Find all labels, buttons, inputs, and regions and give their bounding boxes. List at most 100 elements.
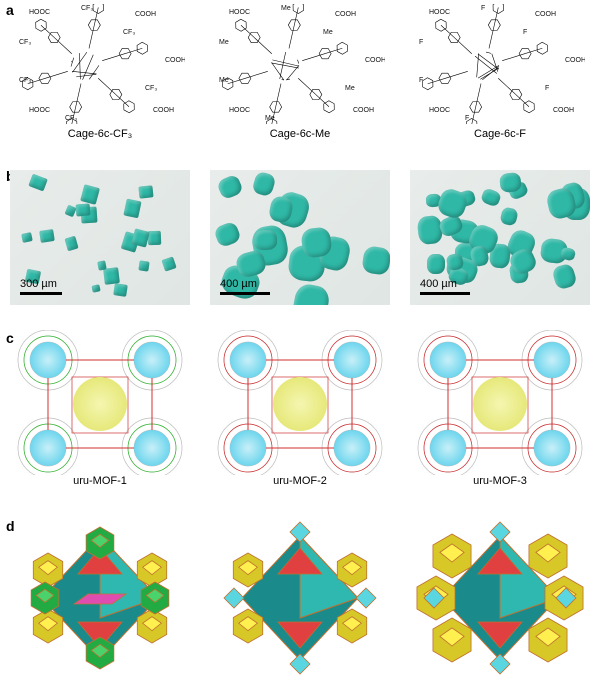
- row-a: HOOC COOH COOH COOH HOOC CF₃ CF₃ CF₃ CF₃ CF₃ CF₃ C…: [0, 4, 600, 159]
- scalebar-text-2: 400 µm: [420, 278, 457, 290]
- svg-text:F: F: [545, 85, 549, 92]
- scalebar-2: [420, 292, 470, 295]
- poly-structure-1: [210, 520, 390, 675]
- svg-text:HOOC: HOOC: [429, 9, 450, 16]
- micro-image-2: 400 µm: [410, 170, 590, 305]
- svg-text:CF₃: CF₃: [123, 29, 135, 36]
- crystal: [426, 254, 445, 274]
- crystal: [291, 282, 331, 305]
- svg-text:Me: Me: [281, 5, 291, 12]
- svg-text:COOH: COOH: [353, 107, 374, 114]
- mof-structure-0: [10, 330, 190, 475]
- crystal: [131, 228, 150, 248]
- crystal: [252, 170, 277, 197]
- crystal: [300, 226, 332, 259]
- poly-cell-0: [8, 520, 193, 680]
- micro-cell-0: 300 µm: [8, 170, 193, 315]
- poly-cell-2: [408, 520, 593, 680]
- chem-structure-1: HOOC COOH COOH COOH HOOC Me Me Me Me Me Me: [215, 4, 385, 124]
- crystal: [113, 283, 127, 297]
- micro-cell-2: 400 µm: [408, 170, 593, 315]
- scalebar-1: [220, 292, 270, 295]
- svg-text:F: F: [419, 39, 423, 46]
- svg-text:Me: Me: [323, 29, 333, 36]
- poly-structure-0: [10, 520, 190, 675]
- svg-text:HOOC: HOOC: [29, 9, 50, 16]
- svg-text:COOH: COOH: [165, 57, 185, 64]
- crystal: [213, 221, 242, 249]
- svg-text:COOH: COOH: [153, 107, 174, 114]
- crystal: [161, 256, 176, 271]
- svg-text:CF₃: CF₃: [19, 39, 31, 46]
- svg-text:F: F: [419, 77, 423, 84]
- svg-text:CF₃: CF₃: [65, 115, 77, 122]
- mof-structure-1: [210, 330, 390, 475]
- svg-text:Me: Me: [219, 77, 229, 84]
- crystal: [499, 206, 519, 227]
- chem-cell-2: HOOCCOOHCOOHCOOHHOOCFFFFFF Cage-6c-F: [408, 4, 593, 159]
- svg-text:COOH: COOH: [335, 11, 356, 18]
- svg-text:Me: Me: [219, 39, 229, 46]
- crystal: [254, 230, 278, 250]
- mof-cell-1: uru-MOF-2: [208, 330, 393, 500]
- crystal: [148, 231, 161, 246]
- svg-text:CF₃: CF₃: [19, 77, 31, 84]
- crystal: [65, 235, 79, 250]
- svg-text:COOH: COOH: [565, 57, 585, 64]
- chem-structure-2: HOOCCOOHCOOHCOOHHOOCFFFFFF: [415, 4, 585, 124]
- svg-text:COOH: COOH: [553, 107, 574, 114]
- scalebar-0: [20, 292, 62, 295]
- figure-root: a b c d HOOCCOOHCOOHCOOHHOOCCF₃CF₃CF₃CF₃…: [0, 0, 600, 690]
- crystal: [361, 245, 390, 276]
- chem-cell-1: HOOC COOH COOH COOH HOOC Me Me Me Me Me Me Cage-6c…: [208, 4, 393, 159]
- svg-text:CF₃: CF₃: [81, 5, 93, 12]
- micro-image-1: 400 µm: [210, 170, 390, 305]
- svg-text:Me: Me: [345, 85, 355, 92]
- crystal: [28, 173, 48, 191]
- crystal: [76, 204, 90, 217]
- crystal: [480, 187, 503, 208]
- mof-structure-2: [410, 330, 590, 475]
- poly-structure-2: [410, 520, 590, 675]
- svg-text:COOH: COOH: [365, 57, 385, 64]
- crystal: [139, 261, 150, 272]
- scalebar-text-0: 300 µm: [20, 278, 57, 290]
- chem-structure-0: HOOC COOH COOH COOH HOOC CF₃ CF₃ CF₃ CF₃ CF₃ CF₃: [15, 4, 185, 124]
- svg-text:CF₃: CF₃: [145, 85, 157, 92]
- mof-label-1: uru-MOF-2: [273, 475, 327, 487]
- crystal: [80, 184, 100, 205]
- crystal: [21, 232, 33, 243]
- scalebar-text-1: 400 µm: [220, 278, 257, 290]
- mof-cell-2: uru-MOF-3: [408, 330, 593, 500]
- crystal: [123, 199, 142, 218]
- micro-cell-1: 400 µm: [208, 170, 393, 315]
- crystal: [139, 186, 154, 200]
- chem-label-0: Cage-6c-CF₃: [68, 128, 132, 140]
- crystal: [92, 284, 101, 292]
- poly-cell-1: [208, 520, 393, 680]
- row-b: 300 µm 400 µm 400 µm: [0, 170, 600, 315]
- chem-label-1: Cage-6c-Me: [270, 128, 331, 140]
- svg-text:HOOC: HOOC: [229, 9, 250, 16]
- chem-label-2: Cage-6c-F: [474, 128, 526, 140]
- mof-cell-0: uru-MOF-1: [8, 330, 193, 500]
- crystal: [39, 229, 55, 243]
- svg-text:HOOC: HOOC: [429, 107, 450, 114]
- mof-label-0: uru-MOF-1: [73, 475, 127, 487]
- svg-text:Me: Me: [265, 115, 275, 122]
- mof-label-2: uru-MOF-3: [473, 475, 527, 487]
- micro-image-0: 300 µm: [10, 170, 190, 305]
- row-d: [0, 520, 600, 680]
- svg-text:COOH: COOH: [535, 11, 556, 18]
- svg-text:HOOC: HOOC: [29, 107, 50, 114]
- svg-text:F: F: [481, 5, 485, 12]
- crystal: [551, 262, 578, 290]
- row-c: uru-MOF-1 uru-MOF-2 uru-MOF-3: [0, 330, 600, 500]
- crystal: [416, 215, 443, 246]
- svg-text:F: F: [523, 29, 527, 36]
- svg-text:HOOC: HOOC: [229, 107, 250, 114]
- crystal: [103, 267, 120, 285]
- crystal: [216, 174, 244, 201]
- chem-cell-0: HOOC COOH COOH COOH HOOC CF₃ CF₃ CF₃ CF₃ CF₃ CF₃ C…: [8, 4, 193, 159]
- svg-text:COOH: COOH: [135, 11, 156, 18]
